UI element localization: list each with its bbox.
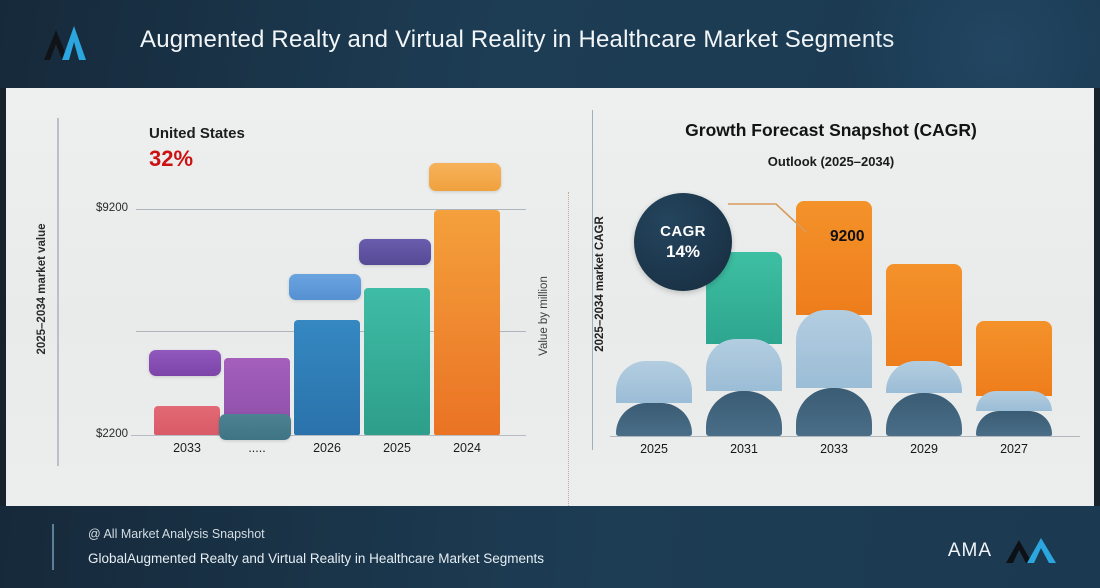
right-chart-baseline [610, 436, 1080, 437]
xlabel-2024: 2024 [453, 441, 481, 455]
footer-accent-bar [52, 524, 54, 570]
segment-base [976, 411, 1052, 436]
value-callout-9200: 9200 [830, 228, 865, 245]
segment-mid [976, 391, 1052, 411]
page-footer: @ All Market Analysis Snapshot GlobalAug… [0, 506, 1100, 588]
left-chart-y-axis-label: 2025–2034 market value [36, 223, 48, 355]
left-chart-percent-value: 32% [149, 146, 194, 171]
cagr-bubble[interactable]: CAGR 14% [634, 193, 732, 291]
left-chart-secondary-label: Value by million [538, 276, 550, 356]
stacked-bar-2031[interactable] [706, 252, 782, 436]
xlabel-2025: 2025 [383, 441, 411, 455]
gridlabel-9200: $9200 [96, 202, 128, 214]
right-chart-y-axis-label: 2025–2034 market CAGR [594, 216, 606, 352]
gridline-9200 [136, 209, 526, 210]
bar-cap-2026[interactable] [289, 274, 361, 300]
xlabel-2033: 2033 [173, 441, 201, 455]
right-chart-title: Growth Forecast Snapshot (CAGR) [685, 120, 977, 140]
xlabel-2033: 2033 [820, 442, 848, 456]
footer-attribution: @ All Market Analysis Snapshot [88, 527, 265, 541]
xlabel-2031: 2031 [730, 442, 758, 456]
segment-base [706, 391, 782, 436]
bar-2025[interactable] [364, 288, 430, 435]
right-chart-y-axis [592, 110, 593, 450]
bar-cap-2025[interactable] [359, 239, 431, 265]
segment-base [796, 388, 872, 436]
left-chart-baseline [131, 435, 526, 436]
ama-mountain-logo-icon [1006, 538, 1056, 563]
segment-top [976, 321, 1052, 396]
segment-top [796, 201, 872, 315]
right-chart: Growth Forecast Snapshot (CAGR) Outlook … [568, 88, 1094, 506]
xlabel-2025: 2025 [640, 442, 668, 456]
left-chart: 2025–2034 market value Value by million … [6, 88, 562, 506]
segment-top [886, 264, 962, 366]
stacked-bar-2027[interactable] [976, 321, 1052, 436]
right-chart-subtitle: Outlook (2025–2034) [767, 154, 895, 169]
ama-mountain-logo-icon [44, 26, 86, 60]
segment-mid [886, 361, 962, 393]
xlabel-dots: ..... [248, 441, 266, 455]
left-chart-country-label: United States [149, 125, 245, 142]
page-title: Augmented Realty and Virtual Reality in … [140, 26, 895, 53]
xlabel-2029: 2029 [910, 442, 938, 456]
segment-mid [616, 361, 692, 403]
charts-panel: 2025–2034 market value Value by million … [6, 88, 1094, 588]
segment-mid [796, 310, 872, 388]
xlabel-2026: 2026 [313, 441, 341, 455]
footer-subtitle: GlobalAugmented Realty and Virtual Reali… [88, 551, 544, 566]
gridlabel-2200: $2200 [96, 428, 128, 440]
bar-cap-dots[interactable] [219, 414, 291, 440]
cagr-bubble-value: 14% [665, 241, 701, 261]
footer-brand-text: AMA [947, 540, 992, 561]
segment-mid [706, 339, 782, 391]
segment-base [616, 403, 692, 436]
callout-connector-line [728, 203, 807, 233]
chart-divider [568, 192, 569, 588]
bar-cap-2033[interactable] [149, 350, 221, 376]
bar-cap-2024[interactable] [429, 163, 501, 191]
bar-2026[interactable] [294, 320, 360, 435]
xlabel-2027: 2027 [1000, 442, 1028, 456]
left-chart-y-axis [57, 118, 59, 466]
bar-2024[interactable] [434, 210, 500, 435]
page-header: Augmented Realty and Virtual Reality in … [0, 0, 1100, 88]
cagr-bubble-title: CAGR [660, 222, 706, 240]
stacked-bar-2029[interactable] [886, 264, 962, 436]
stacked-bar-2033[interactable] [796, 201, 872, 436]
bar-2033[interactable] [154, 406, 220, 435]
stacked-bar-2025[interactable] [616, 361, 692, 436]
segment-base [886, 393, 962, 436]
